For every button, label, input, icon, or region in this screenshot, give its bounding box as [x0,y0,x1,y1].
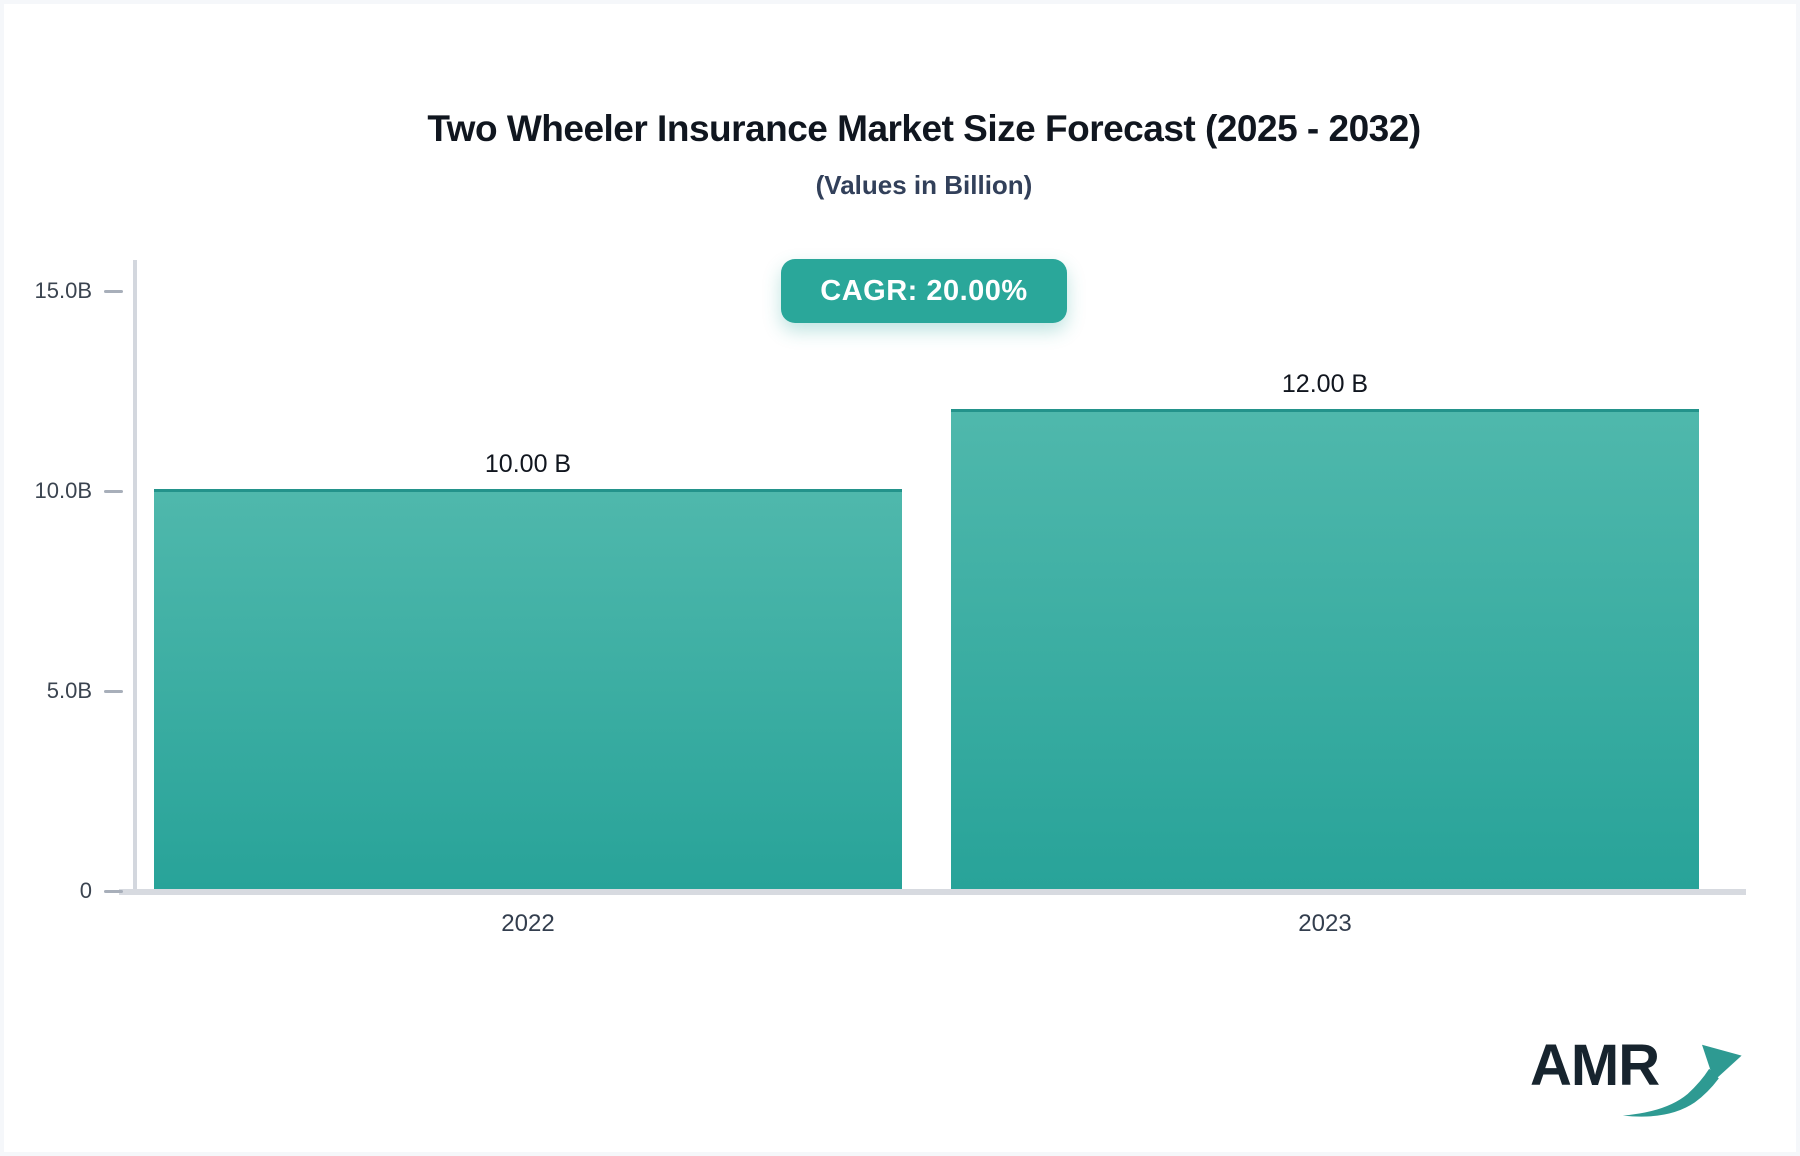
logo-trend-arrow-icon [1622,1044,1742,1117]
cagr-badge-label: CAGR: 20.00% [820,274,1028,307]
y-axis-tick-label: 5.0B [46,678,92,703]
y-axis-tick-dash [104,490,123,493]
y-axis-tick-dash [104,690,123,693]
bar-2022[interactable] [154,489,902,889]
cagr-badge: CAGR: 20.00% [781,259,1067,323]
x-axis-line [119,889,1746,895]
amr-logo-text: AMR [1530,1033,1660,1098]
x-axis-category-label-2023: 2023 [1298,910,1352,937]
x-axis-category-label-2022: 2022 [501,910,555,937]
y-axis-tick-label: 10.0B [34,478,93,503]
bar-value-label-2022: 10.00 B [484,450,572,478]
plot-area: 15.0B 10.0B 5.0B 0 10.00 B 2022 12.00 B 2023 [4,4,1796,1152]
amr-logo: AMR [1530,1032,1760,1132]
y-axis-tick-dash [104,290,123,293]
y-axis-line [133,260,137,895]
bar-value-label-2023: 12.00 B [1281,370,1369,398]
y-axis-tick-label: 15.0B [34,278,93,303]
y-axis-tick-dash [104,890,123,893]
y-axis-tick-label: 0 [79,878,92,903]
bar-2023[interactable] [951,409,1699,889]
